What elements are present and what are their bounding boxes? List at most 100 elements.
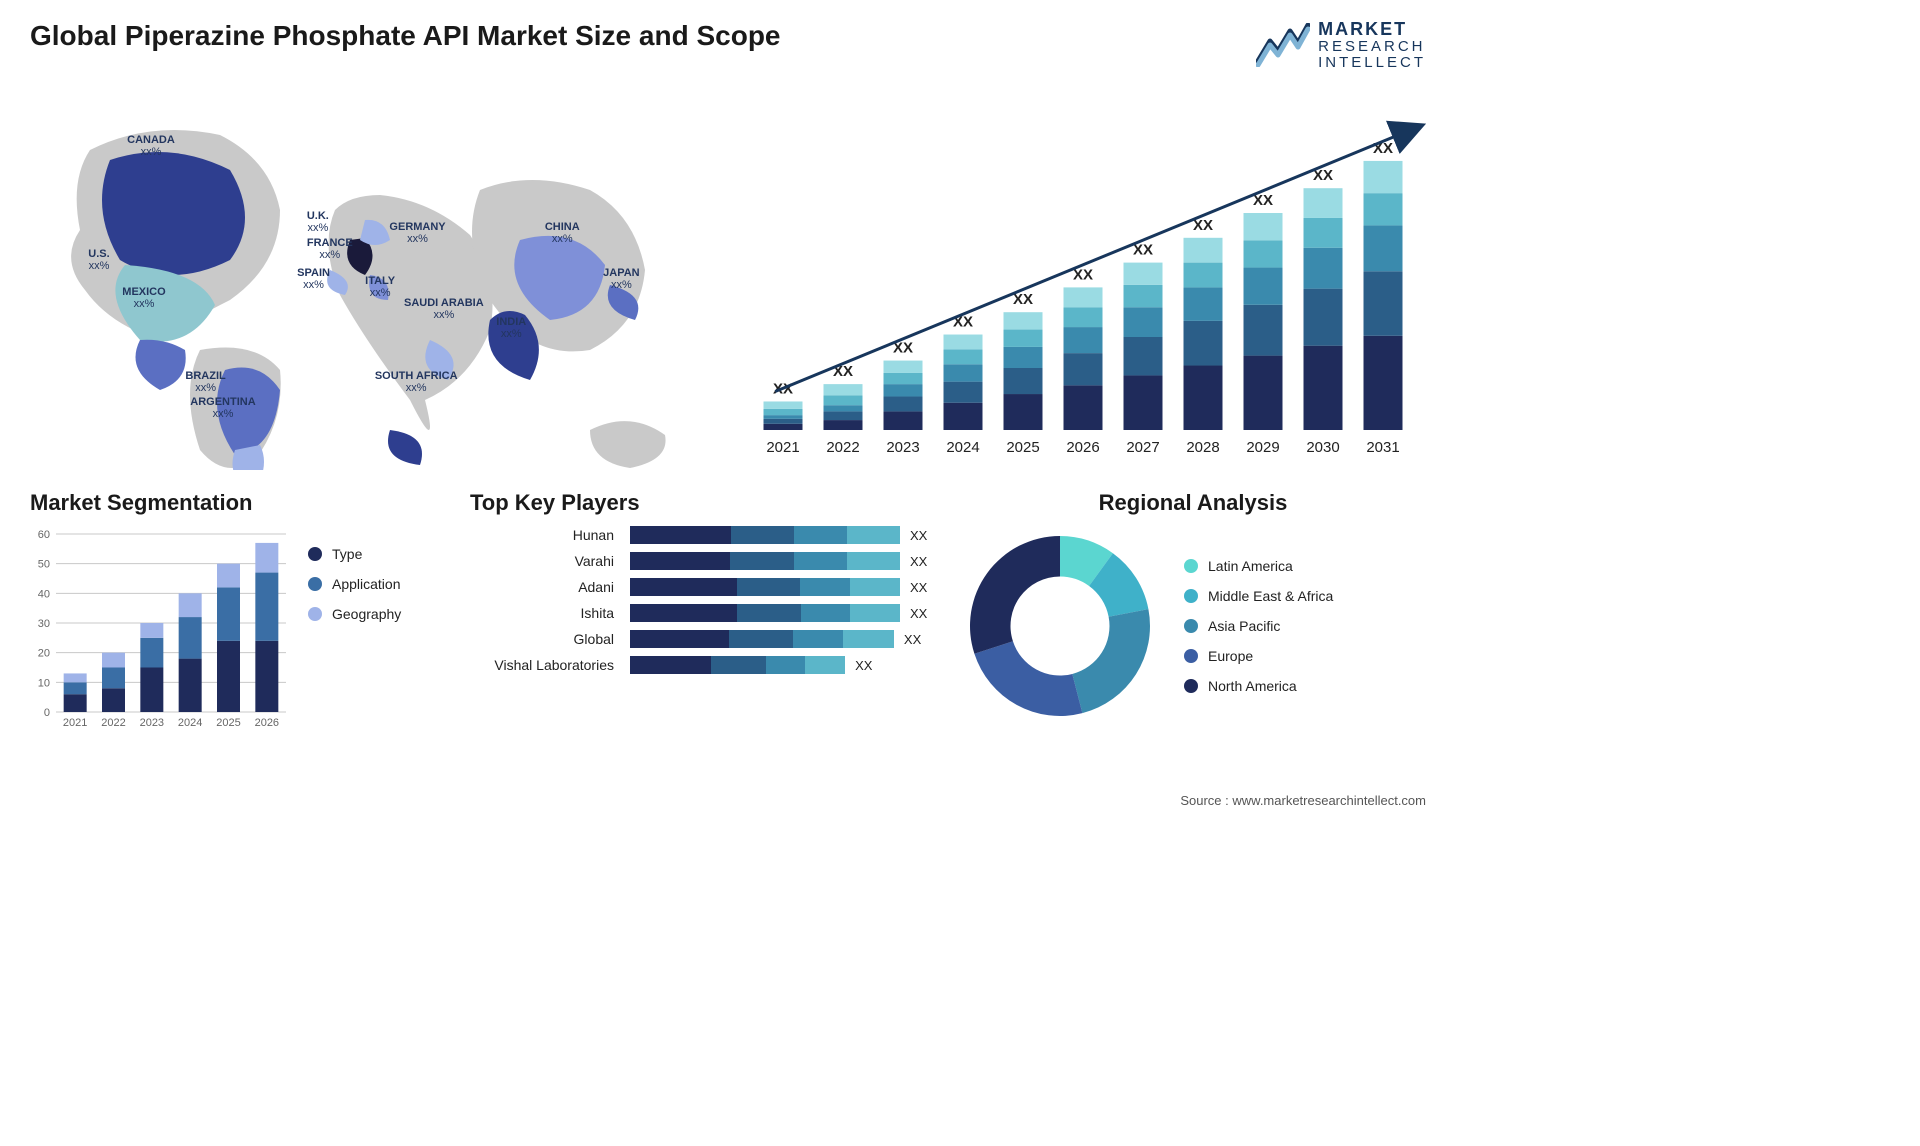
forecast-bar-seg bbox=[1004, 313, 1043, 330]
forecast-bar-seg bbox=[1244, 213, 1283, 240]
legend-swatch bbox=[1184, 559, 1198, 573]
segmentation-legend: Type Application Geography bbox=[308, 546, 401, 622]
player-value: XX bbox=[910, 554, 940, 569]
world-map: CANADAxx%U.S.xx%MEXICOxx%BRAZILxx%ARGENT… bbox=[30, 90, 710, 470]
forecast-bar-seg bbox=[1124, 285, 1163, 307]
regional-legend-item: Middle East & Africa bbox=[1184, 588, 1333, 604]
seg-bar-seg bbox=[102, 653, 125, 668]
player-bar-seg bbox=[850, 578, 900, 596]
legend-label: Application bbox=[332, 576, 401, 592]
forecast-bar-seg bbox=[824, 385, 863, 396]
players-title: Top Key Players bbox=[470, 490, 940, 516]
svg-text:2031: 2031 bbox=[1366, 439, 1399, 456]
seg-legend-item: Type bbox=[308, 546, 401, 562]
player-name: Adani bbox=[470, 579, 620, 595]
legend-swatch bbox=[1184, 589, 1198, 603]
player-bar-seg bbox=[800, 578, 850, 596]
brand-logo: MARKET RESEARCH INTELLECT bbox=[1256, 20, 1426, 70]
seg-legend-item: Application bbox=[308, 576, 401, 592]
regional-legend: Latin AmericaMiddle East & AfricaAsia Pa… bbox=[1184, 558, 1333, 694]
seg-bar-seg bbox=[64, 695, 87, 713]
svg-text:10: 10 bbox=[38, 678, 50, 690]
players-chart: HunanXXVarahiXXAdaniXXIshitaXXGlobalXXVi… bbox=[470, 526, 940, 674]
regional-legend-item: Asia Pacific bbox=[1184, 618, 1333, 634]
svg-text:2022: 2022 bbox=[101, 717, 125, 729]
forecast-bar-seg bbox=[1004, 394, 1043, 430]
player-bar-seg bbox=[630, 578, 737, 596]
player-name: Varahi bbox=[470, 553, 620, 569]
player-bar-seg bbox=[737, 578, 800, 596]
player-bar-seg bbox=[766, 656, 806, 674]
forecast-bar-seg bbox=[1364, 336, 1403, 430]
player-value: XX bbox=[910, 606, 940, 621]
map-callout: JAPANxx% bbox=[603, 267, 639, 291]
forecast-bar-seg bbox=[1124, 263, 1163, 285]
seg-bar-seg bbox=[179, 617, 202, 659]
brand-logo-mark bbox=[1256, 23, 1310, 67]
svg-text:60: 60 bbox=[38, 529, 50, 541]
forecast-bar-seg bbox=[1184, 263, 1223, 288]
map-callout: U.S.xx% bbox=[88, 248, 109, 272]
svg-text:2021: 2021 bbox=[63, 717, 87, 729]
forecast-bar-seg bbox=[1364, 161, 1403, 193]
player-row: Varahi XX bbox=[470, 552, 940, 570]
forecast-bar-seg bbox=[944, 365, 983, 382]
player-bar-seg bbox=[847, 552, 900, 570]
player-bar-seg bbox=[630, 552, 730, 570]
player-name: Vishal Laboratories bbox=[470, 657, 620, 673]
forecast-bar-seg bbox=[1004, 347, 1043, 368]
forecast-bar-seg bbox=[1304, 248, 1343, 289]
forecast-bar-seg bbox=[1184, 288, 1223, 321]
seg-bar-seg bbox=[217, 588, 240, 641]
forecast-bar-seg bbox=[1184, 238, 1223, 263]
forecast-bar-seg bbox=[1244, 241, 1283, 268]
map-callout: BRAZILxx% bbox=[185, 370, 225, 394]
seg-bar-seg bbox=[102, 668, 125, 689]
forecast-bar-seg bbox=[1304, 189, 1343, 219]
segmentation-title: Market Segmentation bbox=[30, 490, 450, 516]
seg-bar-seg bbox=[255, 573, 278, 641]
player-bar-seg bbox=[850, 604, 900, 622]
player-value: XX bbox=[910, 528, 940, 543]
page-title: Global Piperazine Phosphate API Market S… bbox=[30, 20, 781, 52]
svg-text:2024: 2024 bbox=[946, 439, 979, 456]
player-bar-seg bbox=[630, 604, 737, 622]
forecast-bar-seg bbox=[884, 373, 923, 384]
logo-line1: MARKET bbox=[1318, 20, 1426, 39]
forecast-bar-seg bbox=[884, 385, 923, 397]
forecast-bar-seg bbox=[1124, 337, 1163, 375]
seg-bar-seg bbox=[64, 683, 87, 695]
svg-text:2028: 2028 bbox=[1186, 439, 1219, 456]
regional-legend-item: North America bbox=[1184, 678, 1333, 694]
legend-label: Europe bbox=[1208, 648, 1253, 664]
legend-swatch bbox=[1184, 649, 1198, 663]
map-callout: MEXICOxx% bbox=[122, 286, 165, 310]
player-name: Global bbox=[470, 631, 620, 647]
player-bar-seg bbox=[730, 552, 794, 570]
forecast-bar-seg bbox=[1004, 330, 1043, 347]
regional-legend-item: Europe bbox=[1184, 648, 1333, 664]
seg-legend-item: Geography bbox=[308, 606, 401, 622]
legend-label: North America bbox=[1208, 678, 1297, 694]
seg-bar-seg bbox=[217, 564, 240, 588]
map-callout: FRANCExx% bbox=[307, 237, 353, 261]
map-callout: SAUDI ARABIAxx% bbox=[404, 297, 484, 321]
svg-text:50: 50 bbox=[38, 559, 50, 571]
player-bar-seg bbox=[729, 630, 792, 648]
player-value: XX bbox=[855, 658, 885, 673]
svg-text:2021: 2021 bbox=[766, 439, 799, 456]
forecast-bar-seg bbox=[884, 412, 923, 431]
map-callout: SOUTH AFRICAxx% bbox=[375, 370, 458, 394]
forecast-bar-seg bbox=[944, 403, 983, 430]
player-bar-seg bbox=[630, 630, 729, 648]
forecast-bar-seg bbox=[1244, 356, 1283, 430]
map-callout: SPAINxx% bbox=[297, 267, 330, 291]
donut-slice bbox=[1072, 610, 1150, 714]
player-bar-seg bbox=[630, 656, 711, 674]
player-bar-seg bbox=[805, 656, 845, 674]
player-value: XX bbox=[910, 580, 940, 595]
seg-bar-seg bbox=[64, 674, 87, 683]
player-bar-seg bbox=[737, 604, 801, 622]
map-callout: GERMANYxx% bbox=[389, 221, 445, 245]
forecast-bar-seg bbox=[944, 335, 983, 350]
